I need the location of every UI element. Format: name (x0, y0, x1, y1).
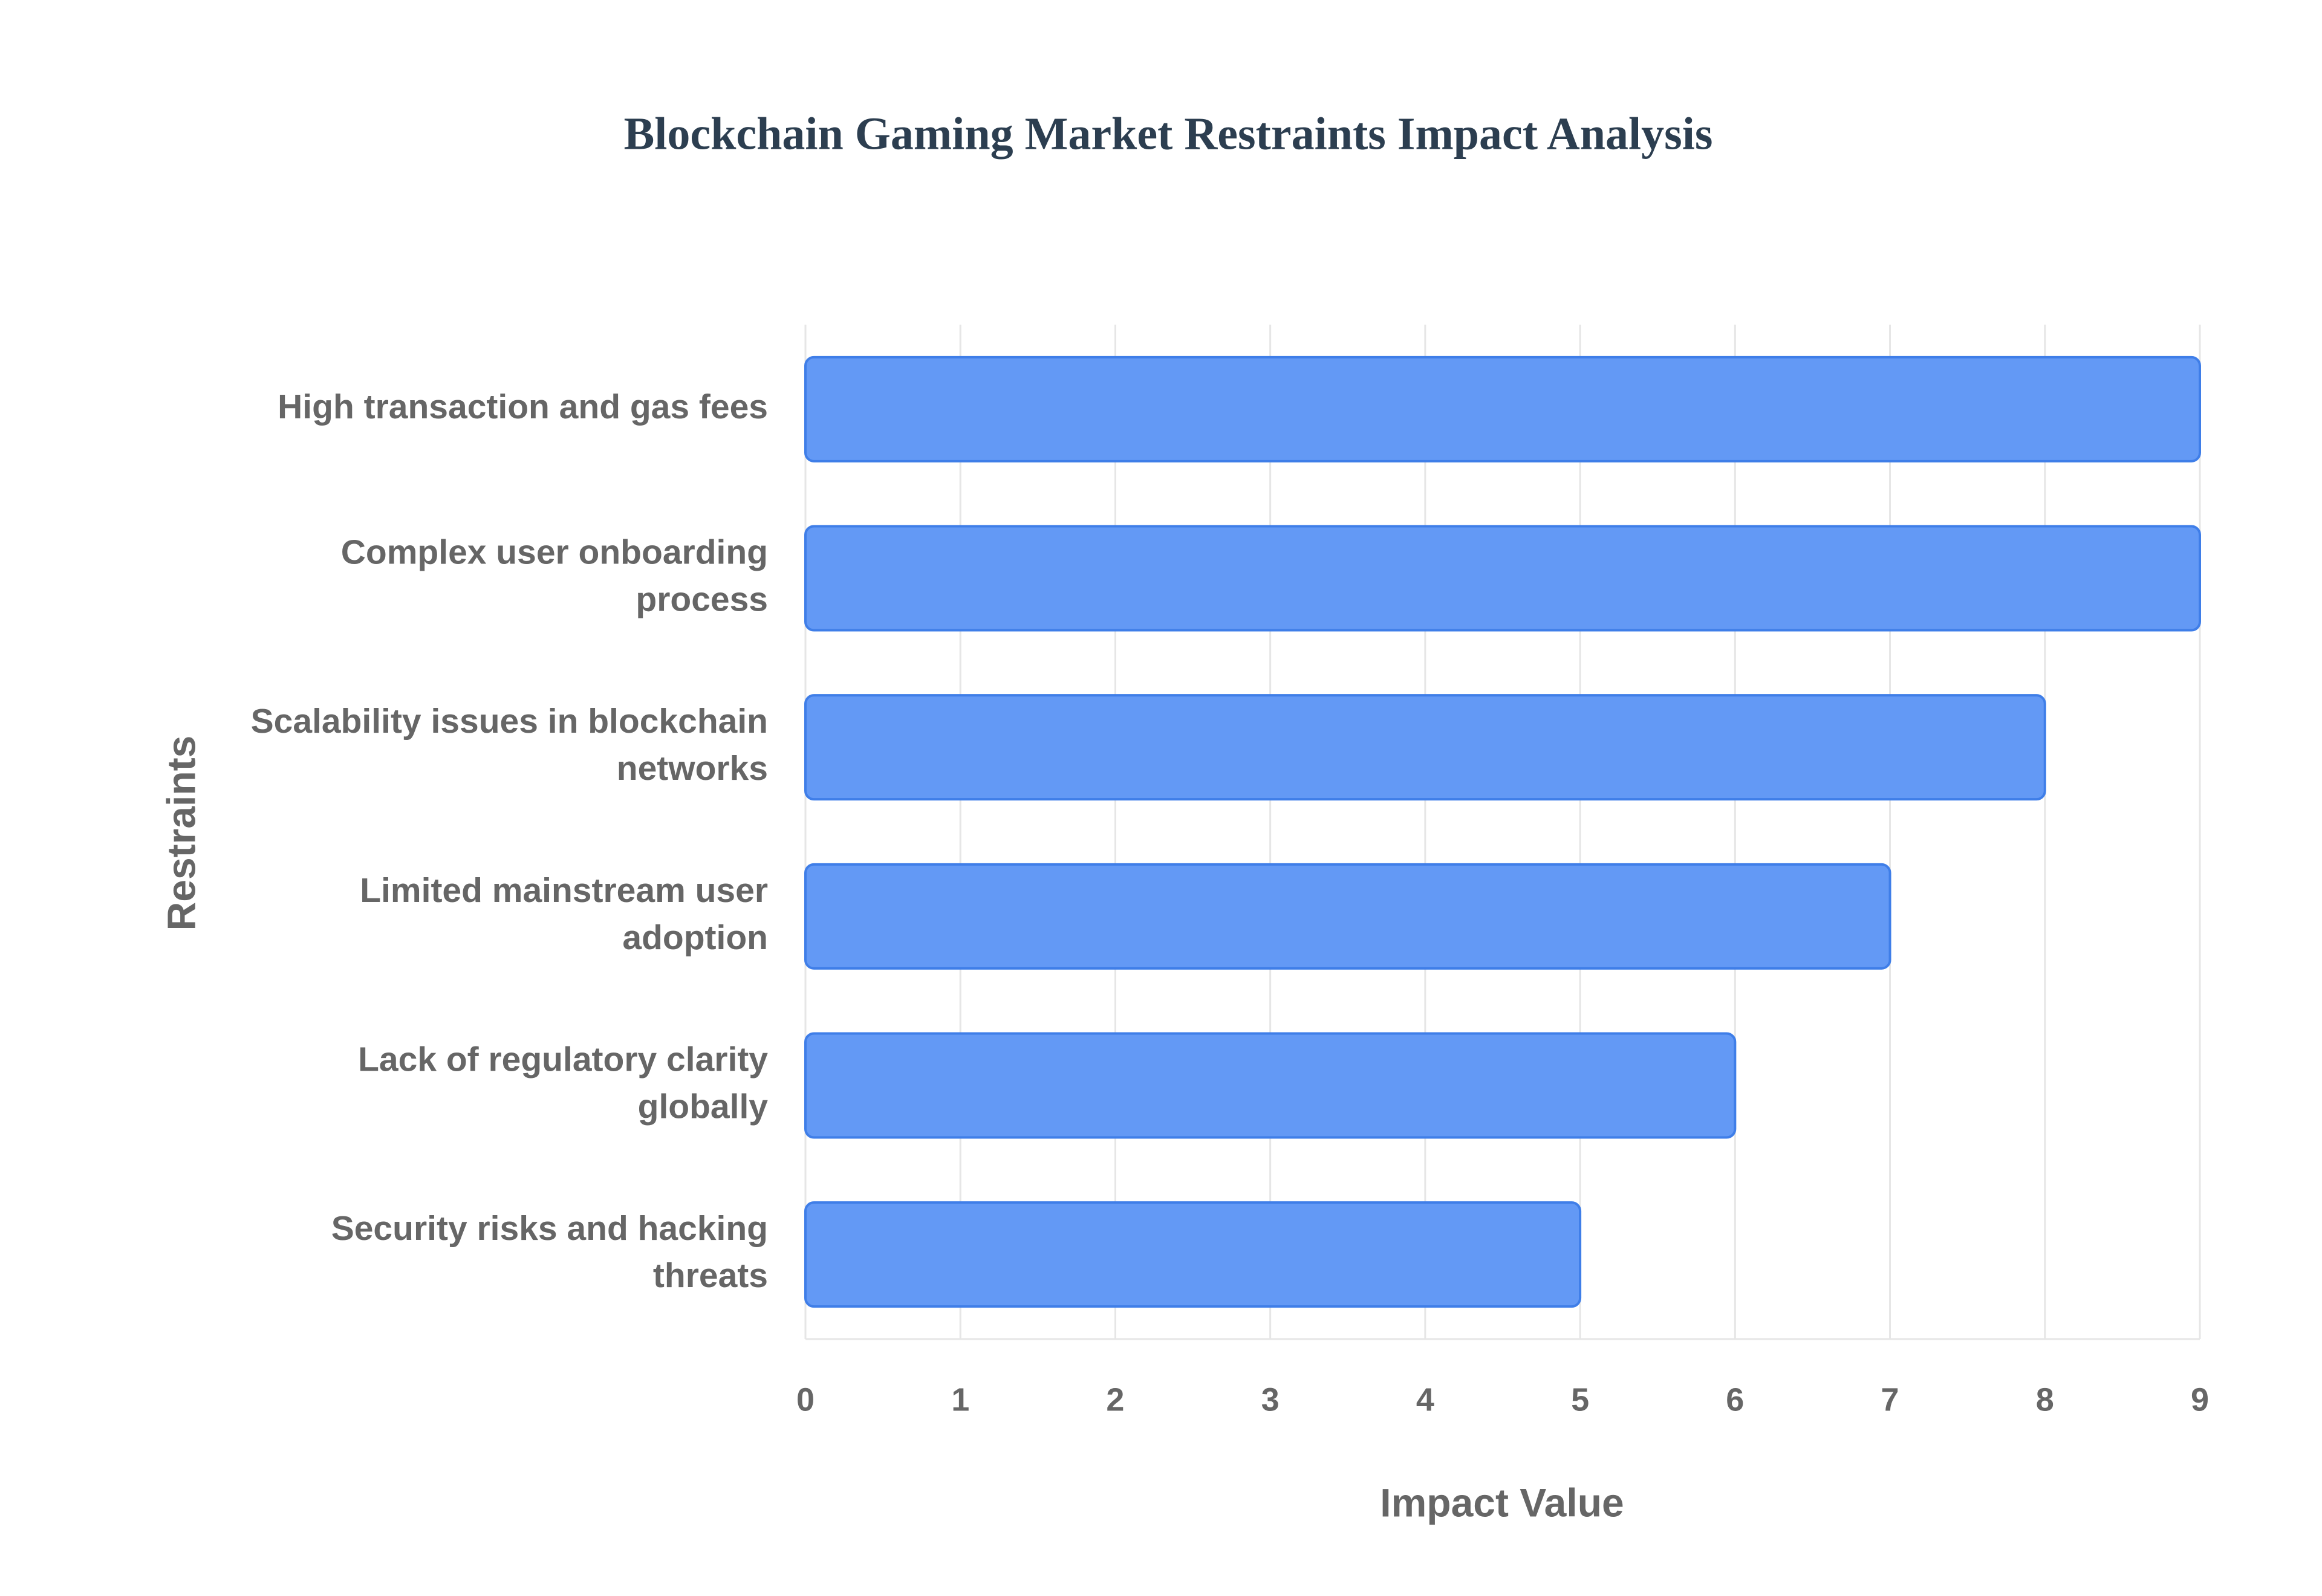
bar (804, 355, 2201, 462)
x-tick-label: 5 (1571, 1381, 1589, 1418)
bar (804, 1201, 1582, 1308)
bar (804, 694, 2046, 801)
x-tick-label: 9 (2191, 1381, 2209, 1418)
x-tick-label: 3 (1261, 1381, 1280, 1418)
y-tick-label: Scalability issues in blockchain networks (251, 702, 768, 788)
y-axis-title: Restraints (158, 736, 203, 931)
bar (804, 525, 2201, 632)
y-tick-label: High transaction and gas fees (278, 388, 768, 426)
x-tick-label: 7 (1881, 1381, 1899, 1418)
x-tick-label: 8 (2036, 1381, 2054, 1418)
chart-title: Blockchain Gaming Market Restraints Impa… (624, 108, 1713, 159)
y-tick-label: Limited mainstream user adoption (360, 871, 768, 957)
x-tick-label: 0 (796, 1381, 815, 1418)
bar (804, 1032, 1737, 1139)
y-tick-label: Lack of regulatory clarity globally (358, 1040, 768, 1126)
x-tick-label: 2 (1106, 1381, 1124, 1418)
x-tick-label: 6 (1726, 1381, 1744, 1418)
bar (804, 863, 1891, 970)
x-axis-title: Impact Value (1380, 1480, 1624, 1525)
x-tick-label: 1 (951, 1381, 969, 1418)
y-tick-label: Complex user onboarding process (341, 533, 768, 619)
y-tick-label: Security risks and hacking threats (331, 1209, 768, 1295)
x-tick-label: 4 (1416, 1381, 1434, 1418)
